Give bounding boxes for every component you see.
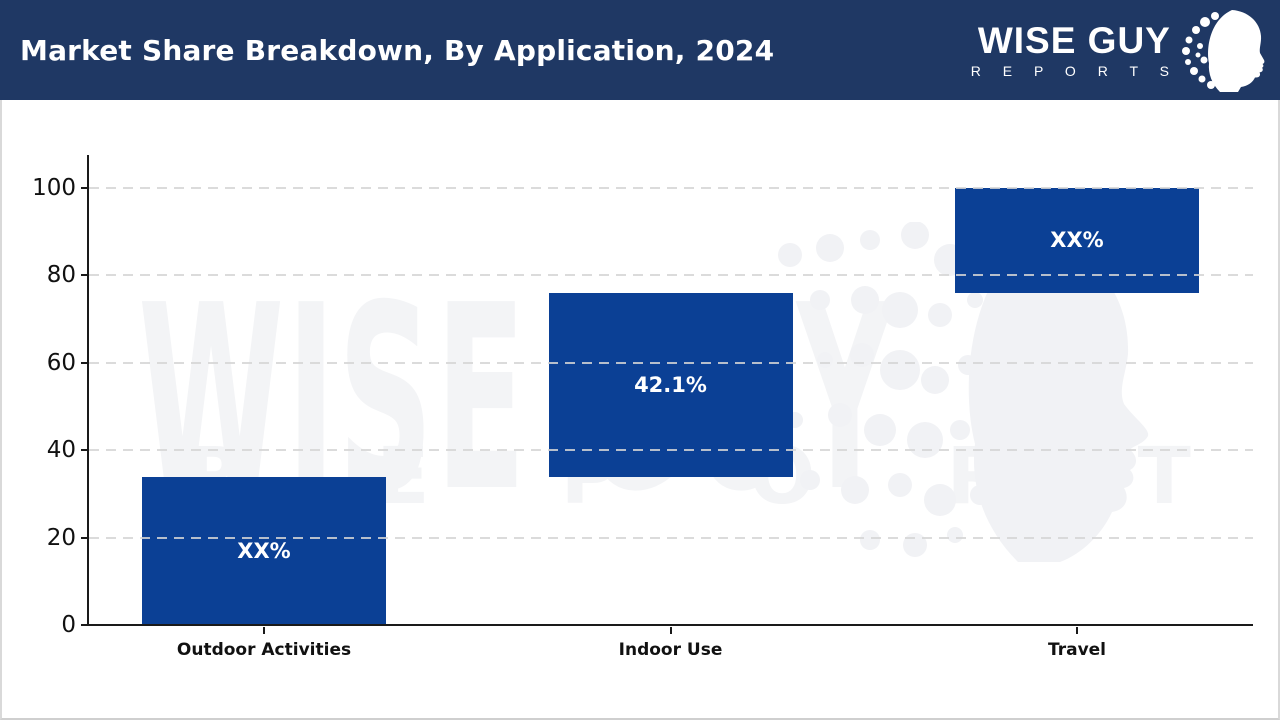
gridline-20 [89,536,1253,539]
x-axis-category-label: Indoor Use [618,640,723,660]
bar-value-label: XX% [237,538,291,563]
x-axis-category-label: Outdoor Activities [176,640,352,660]
x-axis-line [87,624,1253,626]
y-tick-mark [81,536,88,539]
y-tick-mark [81,624,88,626]
bar-value-label: XX% [1050,228,1104,253]
y-tick-mark [81,187,88,189]
logo-wordmark: WISE GUY [977,20,1171,61]
y-axis-tick-label: 60 [46,349,76,376]
bar-outdoor-activities: XX% [142,476,386,625]
gridline-60 [89,361,1253,364]
y-tick-mark [81,361,88,364]
x-axis-category-label: Travel [1047,640,1107,660]
x-tick-mark [263,627,265,634]
y-axis-tick-label: 100 [32,175,76,201]
y-axis-tick-label: 20 [46,524,76,551]
gridline-100 [89,187,1253,189]
chart-title: Market Share Breakdown, By Application, … [20,33,775,67]
logo-subtitle: R E P O R T S [970,63,1178,79]
gridline-80 [89,274,1253,277]
y-axis-line [87,155,89,626]
plot-region [0,100,1280,720]
bar-travel: XX% [955,188,1199,293]
header-banner: Market Share Breakdown, By Application, … [0,0,1280,100]
y-axis-tick-label: 40 [46,437,76,464]
y-tick-mark [81,274,88,277]
watermark-face-icon [778,222,1149,562]
y-tick-mark [81,449,88,452]
x-tick-mark [669,627,672,634]
y-axis-tick-label: 0 [61,612,76,638]
bar-value-label: 42.1% [634,372,707,397]
gridline-40 [89,449,1253,452]
logo-wordmark-block: WISE GUY R E P O R T S [970,20,1178,80]
wiseguy-logo: WISE GUY R E P O R T S [971,8,1266,92]
x-tick-mark [1076,627,1078,634]
bar-indoor-use: 42.1% [548,292,793,477]
y-axis-tick-label: 80 [46,262,76,289]
logo-face-icon [1182,10,1265,92]
